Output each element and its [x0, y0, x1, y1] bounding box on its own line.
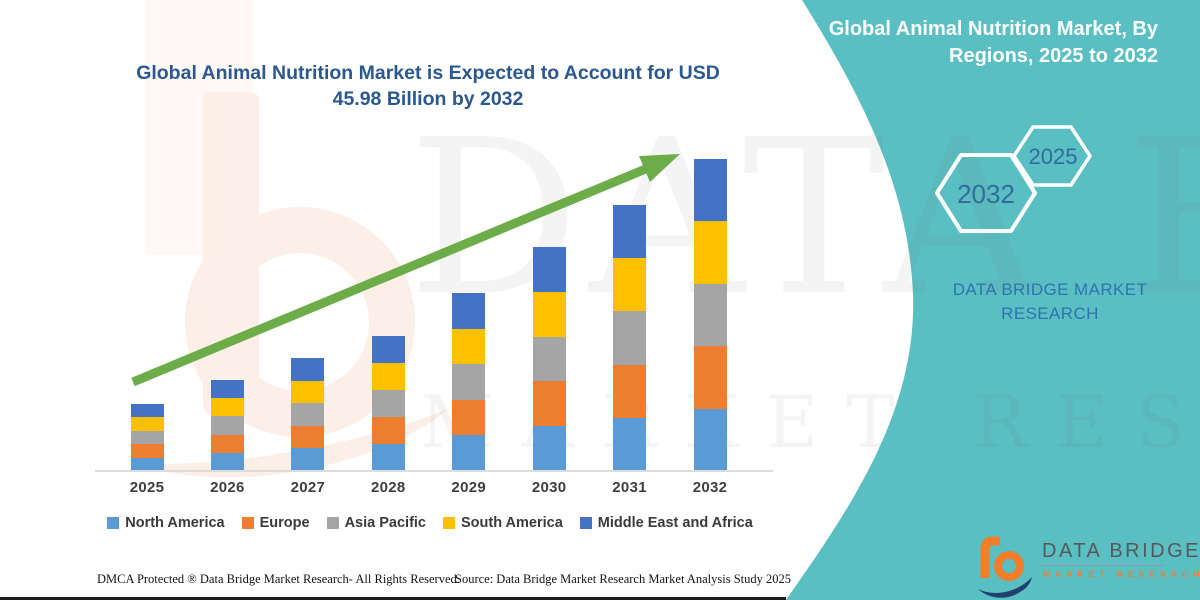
logo-subtitle: MARKET RESEARCH	[1043, 569, 1200, 579]
bar-segment-middle-east-and-africa	[130, 403, 164, 418]
chart-title: Global Animal Nutrition Market is Expect…	[136, 62, 720, 110]
legend-label: North America	[125, 515, 225, 531]
x-axis-label-2028: 2028	[370, 479, 406, 496]
legend-item: Asia Pacific	[326, 515, 426, 531]
bar-segment-europe	[452, 399, 486, 436]
legend-swatch	[443, 517, 455, 529]
x-axis-label-2032: 2032	[692, 479, 728, 496]
legend-label: South America	[461, 515, 563, 531]
x-axis-label-2025: 2025	[129, 479, 165, 496]
x-axis-label-2026: 2026	[210, 479, 245, 496]
bar-segment-north-america	[291, 448, 325, 471]
bar-segment-asia-pacific	[291, 403, 325, 426]
bar-segment-europe	[371, 417, 405, 444]
bar-segment-middle-east-and-africa	[693, 159, 727, 222]
bar-segment-europe	[291, 425, 325, 449]
bar-segment-asia-pacific	[130, 430, 164, 445]
legend-item: South America	[443, 515, 563, 531]
bar-segment-south-america	[532, 291, 566, 337]
legend-label: Europe	[259, 515, 310, 531]
footer-source-text: Source: Data Bridge Market Research Mark…	[455, 572, 792, 586]
bar-segment-north-america	[452, 435, 486, 471]
bar-segment-middle-east-and-africa	[210, 380, 244, 399]
legend-swatch	[241, 517, 254, 529]
legend-label: Asia Pacific	[344, 515, 426, 531]
bar-segment-middle-east-and-africa	[291, 358, 325, 381]
x-axis-line	[95, 470, 773, 472]
bar-segment-north-america	[613, 417, 647, 471]
bar-segment-asia-pacific	[452, 364, 486, 400]
bar-segment-south-america	[130, 417, 164, 431]
legend-swatch	[107, 517, 120, 529]
bar-segment-south-america	[371, 363, 405, 390]
bar-segment-south-america	[613, 258, 647, 312]
legend-swatch	[326, 517, 339, 529]
bar-segment-asia-pacific	[613, 311, 647, 365]
x-axis-label-2031: 2031	[612, 479, 647, 496]
legend-item: North America	[107, 515, 225, 531]
x-axis-label-2029: 2029	[451, 479, 486, 496]
hexagon-year-2032: 2032	[957, 179, 1015, 209]
footer-dmca-text: DMCA Protected ® Data Bridge Market Rese…	[97, 572, 460, 586]
bar-segment-south-america	[291, 380, 325, 404]
logo-divider	[1042, 565, 1164, 566]
bar-segment-asia-pacific	[371, 390, 405, 417]
panel-heading: Global Animal Nutrition Market, By Regio…	[828, 18, 1158, 67]
legend: North America Europe Asia Pacific South Ame…	[88, 515, 772, 531]
bar-segment-europe	[532, 381, 566, 427]
panel-brand-text: DATA BRIDGE MARKET RESEARCH	[952, 280, 1148, 323]
bar-segment-north-america	[210, 452, 244, 471]
x-axis-label-2030: 2030	[531, 479, 567, 496]
bar-segment-europe	[210, 434, 244, 453]
legend-swatch	[579, 517, 592, 529]
bar-segment-asia-pacific	[210, 416, 244, 435]
bar-segment-north-america	[130, 457, 164, 471]
bar-segment-south-america	[693, 221, 727, 284]
bar-segment-middle-east-and-africa	[452, 293, 486, 329]
legend-label: Middle East and Africa	[597, 515, 753, 531]
legend-item: Middle East and Africa	[579, 515, 753, 531]
bar-segment-middle-east-and-africa	[371, 336, 405, 363]
bar-segment-north-america	[693, 408, 727, 471]
bar-segment-asia-pacific	[693, 283, 727, 347]
x-axis-label-2027: 2027	[290, 479, 326, 496]
bar-segment-north-america	[371, 444, 405, 471]
bar-segment-europe	[693, 346, 727, 409]
bar-segment-middle-east-and-africa	[532, 247, 566, 292]
bar-segment-north-america	[532, 426, 566, 471]
bar-segment-middle-east-and-africa	[613, 205, 647, 259]
hexagon-year-2025: 2025	[1028, 144, 1078, 169]
bar-segment-europe	[130, 444, 164, 458]
bar-segment-south-america	[452, 328, 486, 365]
bar-segment-europe	[613, 364, 647, 418]
logo-name: DATA BRIDGE	[1042, 540, 1200, 562]
bottom-border-line	[0, 597, 786, 600]
bar-segment-asia-pacific	[532, 336, 566, 382]
legend-item: Europe	[241, 515, 310, 531]
bar-segment-south-america	[210, 398, 244, 417]
